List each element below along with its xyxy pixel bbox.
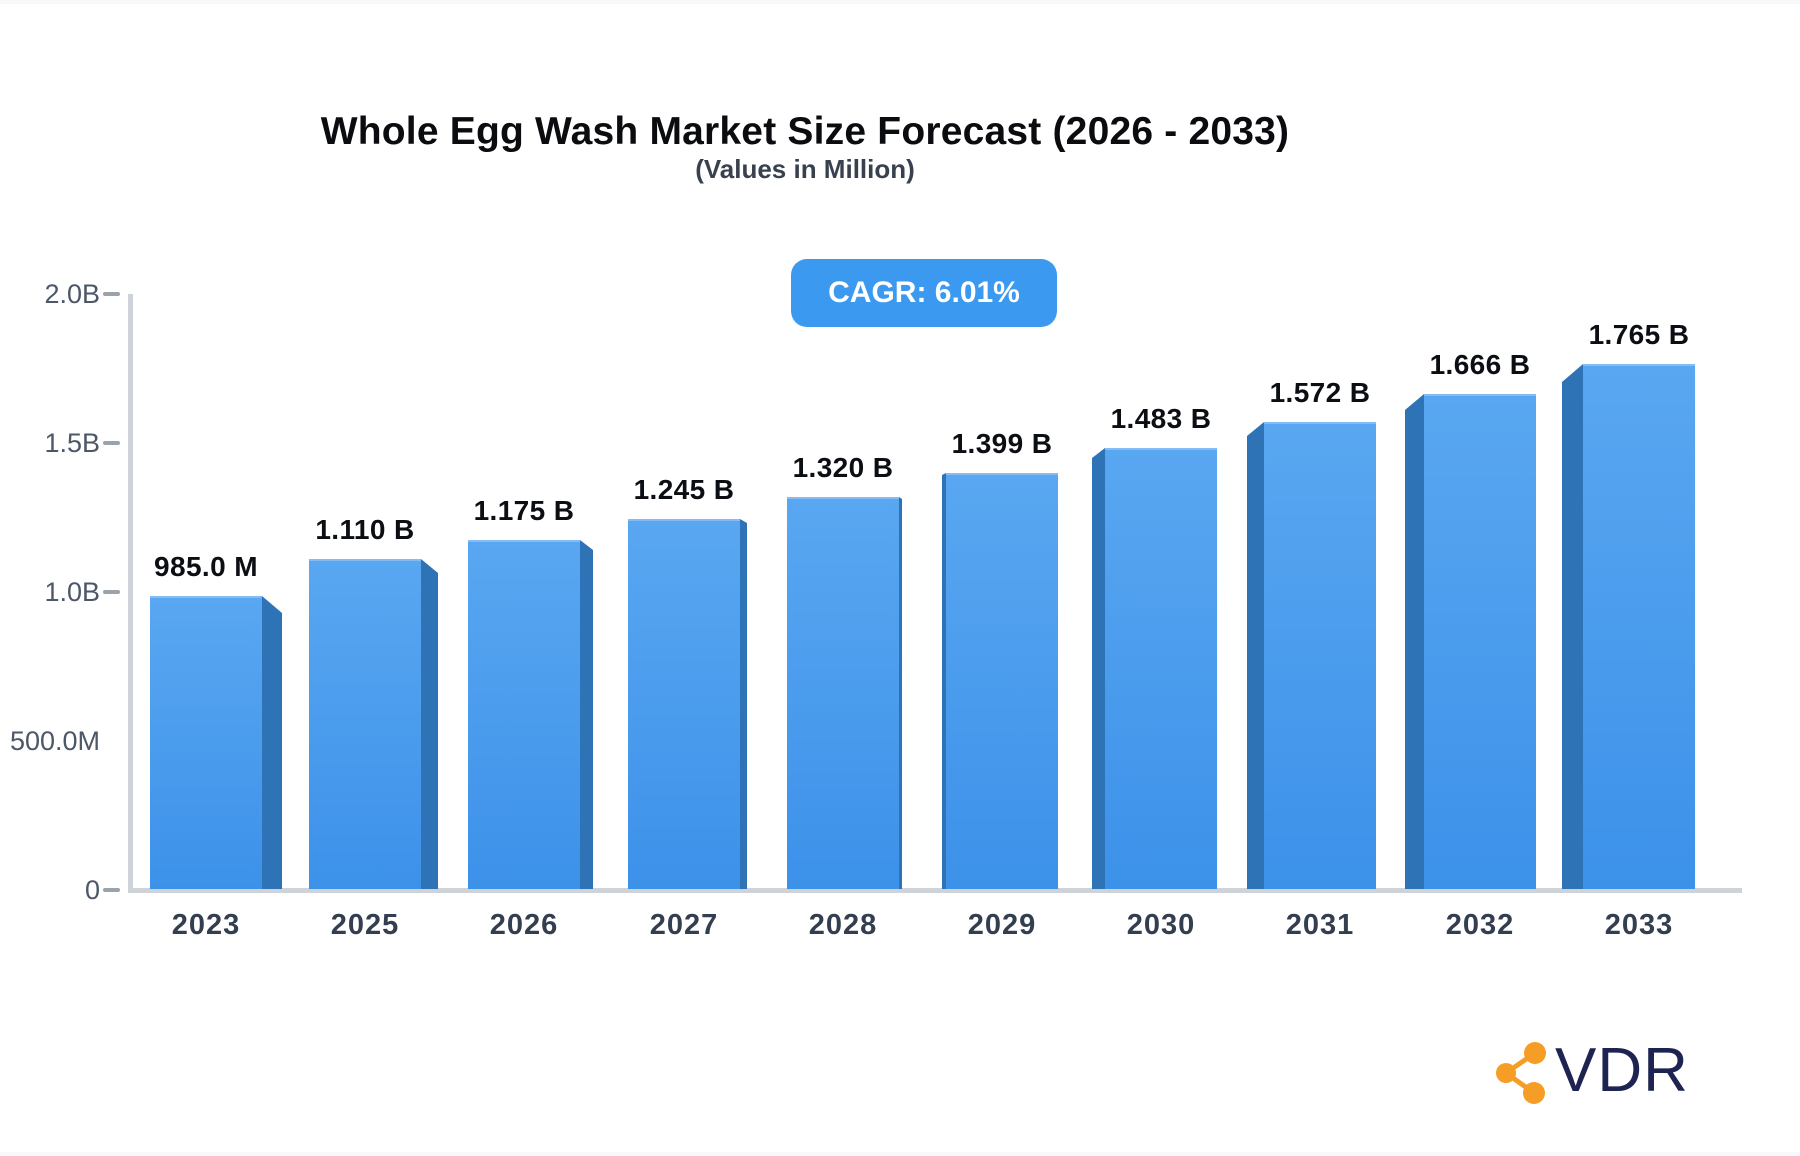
bar-side-face [899, 497, 902, 889]
bar-2029 [942, 473, 1058, 889]
x-axis-label: 2028 [808, 909, 878, 941]
bar-side-face [942, 473, 946, 889]
x-axis-label: 2029 [967, 909, 1037, 941]
bar-side-face [1562, 364, 1583, 889]
bar-side-face [421, 559, 438, 889]
cagr-badge: CAGR: 6.01% [791, 259, 1057, 327]
bar-front-face [150, 596, 262, 889]
bar-front-face [1105, 448, 1217, 889]
y-axis-tick-label: 2.0B [44, 279, 100, 309]
bar-2023 [150, 596, 282, 889]
bar-side-face [1247, 422, 1264, 889]
y-axis-tick-dash [103, 888, 120, 892]
x-axis-label: 2023 [171, 909, 241, 941]
bar-value-label: 1.572 B [1269, 377, 1371, 408]
bar-2032 [1405, 394, 1536, 889]
y-axis-tick-label: 1.5B [44, 428, 100, 458]
bar-value-label: 1.175 B [473, 495, 575, 526]
bar-front-face [1424, 394, 1536, 889]
bar-side-face [1405, 394, 1424, 889]
share-network-icon [1496, 1042, 1546, 1104]
bar-2026 [468, 540, 593, 889]
x-axis-label: 2033 [1604, 909, 1674, 941]
bar-front-face [1264, 422, 1376, 889]
bar-value-label: 1.320 B [792, 452, 894, 483]
vdr-logo: VDR [1494, 1032, 1689, 1110]
chart-title: Whole Egg Wash Market Size Forecast (202… [320, 110, 1290, 153]
bar-value-label: 985.0 M [154, 551, 258, 582]
y-axis-tick-dash [103, 441, 120, 445]
y-axis-line [128, 294, 133, 890]
y-axis-tick-label: 1.0B [44, 577, 100, 607]
x-axis-label: 2030 [1126, 909, 1196, 941]
bar-side-face [740, 519, 747, 889]
y-axis-tick-dash [103, 292, 120, 296]
bar-2033 [1562, 364, 1695, 889]
y-axis-tick-label: 0 [84, 875, 100, 905]
bar-front-face [309, 559, 421, 889]
bar-value-label: 1.666 B [1429, 349, 1531, 380]
bar-side-face [580, 540, 593, 889]
x-axis-label: 2032 [1445, 909, 1515, 941]
x-axis-line [128, 888, 1742, 893]
x-axis-label: 2027 [649, 909, 719, 941]
bar-value-label: 1.110 B [315, 514, 415, 545]
bar-value-label: 1.399 B [951, 428, 1053, 459]
bar-value-label: 1.245 B [633, 474, 735, 505]
x-axis-label: 2025 [330, 909, 400, 941]
bar-value-label: 1.483 B [1110, 403, 1212, 434]
bar-side-face [1092, 448, 1105, 889]
bar-2025 [309, 559, 438, 889]
bar-front-face [787, 497, 899, 889]
bar-front-face [1583, 364, 1695, 889]
bar-front-face [628, 519, 740, 889]
x-axis-label: 2031 [1285, 909, 1355, 941]
bar-value-label: 1.765 B [1588, 319, 1690, 350]
vdr-logo-text: VDR [1555, 1036, 1689, 1105]
chart-subtitle: (Values in Million) [695, 154, 915, 184]
bar-2030 [1092, 448, 1217, 889]
bar-2027 [628, 519, 747, 889]
y-axis-tick-label: 500.0M [9, 726, 100, 756]
bar-front-face [468, 540, 580, 889]
bar-2031 [1247, 422, 1376, 889]
y-axis-tick-dash [103, 590, 120, 594]
x-axis-label: 2026 [489, 909, 559, 941]
bar-side-face [262, 596, 282, 889]
bar-2028 [787, 497, 902, 889]
bar-front-face [946, 473, 1058, 889]
